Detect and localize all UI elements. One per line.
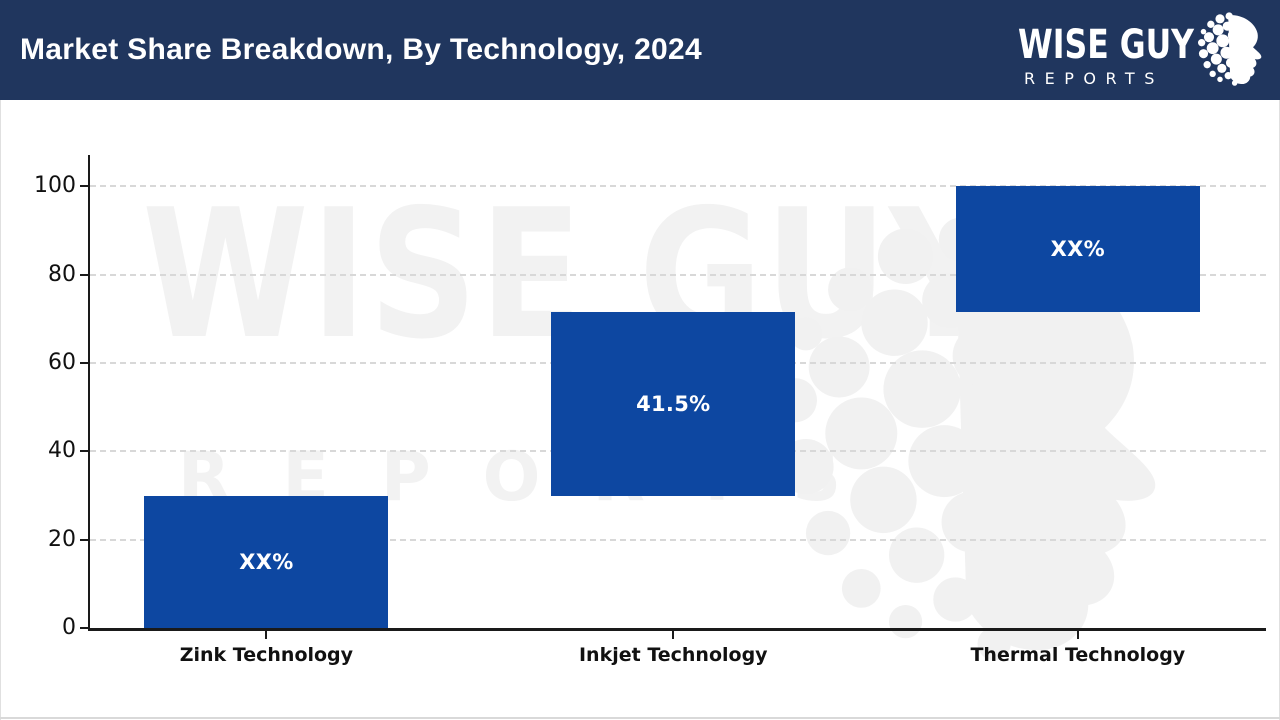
bar-value-label: XX%	[1050, 237, 1105, 262]
y-axis-tick-mark	[80, 273, 88, 276]
y-axis-tick-mark	[80, 362, 88, 364]
gridline	[90, 538, 1266, 541]
gridline	[90, 185, 1266, 188]
bar-segment: XX%	[955, 186, 1200, 313]
y-axis-tick-label: 40	[48, 438, 76, 464]
gridline	[90, 273, 1266, 276]
y-axis-tick-label: 20	[48, 526, 76, 552]
logo-wordmark: WISE GUY	[1018, 22, 1195, 68]
wise-guy-reports-logo: WISE GUY REPORTS	[1016, 4, 1268, 96]
page-title: Market Share Breakdown, By Technology, 2…	[20, 32, 703, 66]
y-axis-tick-mark	[80, 185, 88, 188]
y-axis-tick-label: 60	[48, 350, 76, 375]
bar-value-label: XX%	[239, 549, 294, 574]
x-axis-tick-mark	[265, 631, 268, 639]
bar-value-label: 41.5%	[636, 391, 711, 416]
bar-segment: XX%	[144, 495, 389, 628]
x-axis-category-label: Zink Technology	[179, 644, 354, 666]
left-edge-line	[0, 100, 1, 720]
x-axis-tick-mark	[672, 631, 675, 639]
dots-face-icon	[1198, 12, 1262, 86]
y-axis-tick-label: 0	[62, 615, 76, 640]
plot-area: 0 20 40 60 80 100 XX% Zink Technology 41.5% Inkje…	[34, 155, 1266, 666]
y-axis-tick-mark	[80, 627, 88, 629]
y-axis-tick-mark	[80, 538, 88, 541]
x-axis-category-label: Inkjet Technology	[578, 644, 768, 666]
header-bar: Market Share Breakdown, By Technology, 2…	[0, 0, 1280, 100]
y-axis-tick-mark	[80, 450, 88, 453]
bar-segment: 41.5%	[551, 312, 796, 496]
x-axis-tick-mark	[1076, 631, 1079, 639]
y-axis-tick-label: 100	[34, 173, 76, 199]
logo-subtext: REPORTS	[1024, 69, 1164, 88]
x-axis-category-label: Thermal Technology	[970, 644, 1186, 666]
y-axis-tick-label: 80	[48, 261, 76, 287]
bottom-edge-line	[0, 717, 1280, 719]
